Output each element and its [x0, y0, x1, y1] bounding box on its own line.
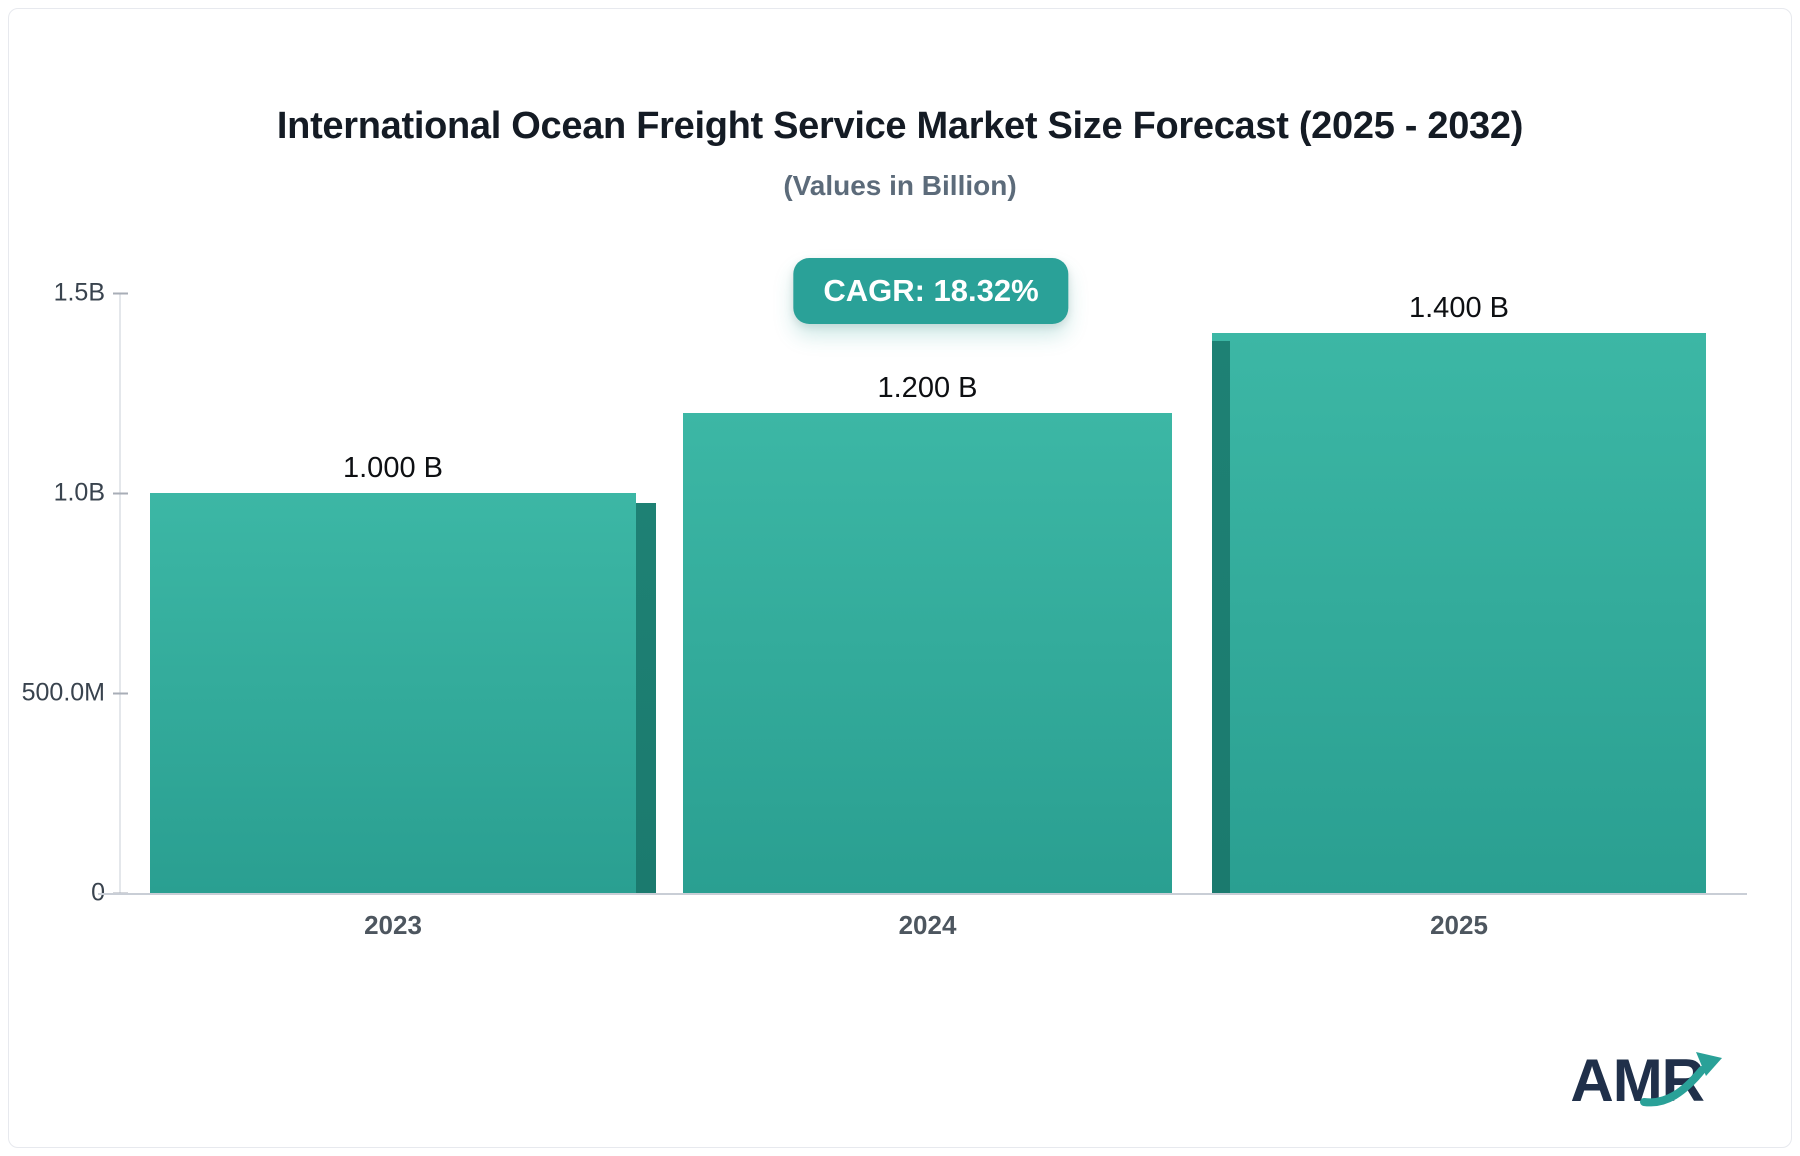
tick-mark [113, 692, 128, 694]
y-tick-500m: 500.0M [0, 679, 128, 708]
chart-subtitle: (Values in Billion) [783, 170, 1017, 201]
y-tick-label: 0 [91, 879, 105, 908]
tick-mark [113, 492, 128, 494]
bar-2024[interactable] [683, 413, 1172, 893]
x-label-2023: 2023 [364, 910, 422, 940]
cagr-badge: CAGR: 18.32% [793, 258, 1069, 324]
logo-text: AMR [1570, 1047, 1705, 1114]
bar-2025[interactable] [1212, 333, 1706, 893]
x-axis-line [98, 893, 1747, 895]
y-tick-label: 1.0B [53, 478, 105, 507]
y-tick-label: 1.5B [53, 278, 105, 307]
bar-value-label: 1.400 B [1409, 292, 1509, 324]
x-label-2025: 2025 [1430, 910, 1488, 940]
y-axis-line [119, 293, 121, 893]
growth-arrow-icon [1640, 1052, 1722, 1107]
x-label-2024: 2024 [898, 910, 957, 940]
bar-value-label: 1.000 B [343, 452, 443, 484]
bar-value-label: 1.200 B [877, 372, 978, 404]
y-tick-label: 500.0M [21, 678, 105, 707]
bar-group-2025: 1.400 B [1212, 291, 1706, 893]
y-tick-1-0b: 1.0B [0, 479, 128, 508]
bar-group-2023: 1.000 B [150, 451, 656, 893]
bar-2023[interactable] [150, 493, 656, 893]
chart-title: International Ocean Freight Service Mark… [276, 105, 1524, 147]
amr-logo: AMR [1570, 1047, 1722, 1114]
tick-mark [113, 292, 128, 294]
bar-group-2024: 1.200 B [683, 371, 1172, 893]
y-tick-1-5b: 1.5B [0, 279, 128, 308]
